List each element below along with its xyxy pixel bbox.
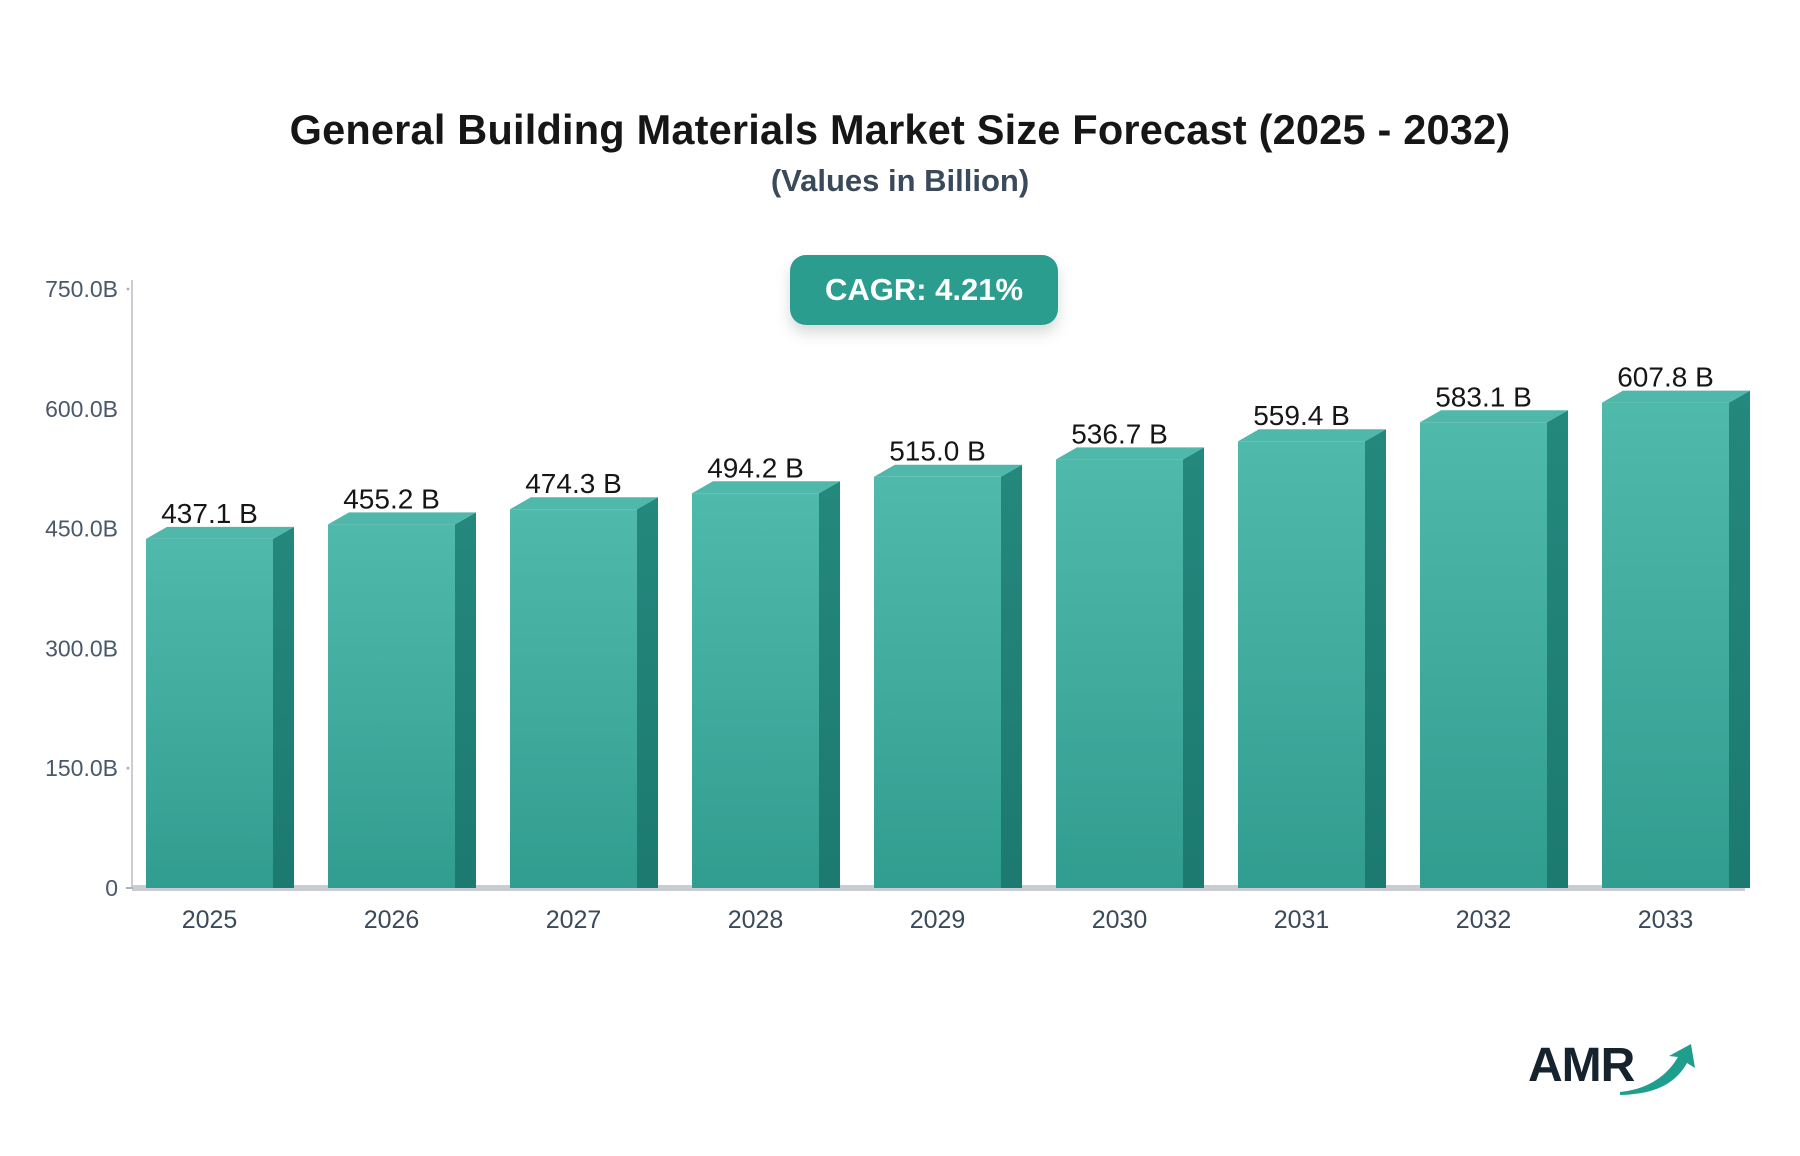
svg-text:455.2 B: 455.2 B bbox=[343, 483, 440, 514]
svg-text:2033: 2033 bbox=[1638, 906, 1694, 934]
svg-text:2030: 2030 bbox=[1092, 906, 1148, 934]
svg-text:600.0B: 600.0B bbox=[45, 396, 118, 422]
svg-text:607.8 B: 607.8 B bbox=[1617, 362, 1714, 393]
svg-text:474.3 B: 474.3 B bbox=[525, 468, 622, 499]
svg-text:2027: 2027 bbox=[546, 906, 602, 934]
svg-text:2025: 2025 bbox=[182, 906, 238, 934]
svg-text:559.4 B: 559.4 B bbox=[1253, 400, 1350, 431]
svg-text:0: 0 bbox=[105, 875, 118, 901]
svg-text:150.0B: 150.0B bbox=[45, 755, 118, 781]
svg-text:2029: 2029 bbox=[910, 906, 966, 934]
svg-text:494.2 B: 494.2 B bbox=[707, 452, 804, 483]
svg-text:2032: 2032 bbox=[1456, 906, 1512, 934]
svg-text:437.1 B: 437.1 B bbox=[161, 498, 258, 529]
svg-text:515.0 B: 515.0 B bbox=[889, 436, 986, 467]
svg-text:300.0B: 300.0B bbox=[45, 635, 118, 661]
svg-text:AMR: AMR bbox=[1528, 1039, 1635, 1092]
svg-text:450.0B: 450.0B bbox=[45, 516, 118, 542]
svg-text:536.7 B: 536.7 B bbox=[1071, 418, 1168, 449]
svg-text:2028: 2028 bbox=[728, 906, 784, 934]
svg-text:750.0B: 750.0B bbox=[45, 276, 118, 302]
svg-text:2031: 2031 bbox=[1274, 906, 1330, 934]
svg-text:583.1 B: 583.1 B bbox=[1435, 381, 1532, 412]
svg-text:2026: 2026 bbox=[364, 906, 420, 934]
